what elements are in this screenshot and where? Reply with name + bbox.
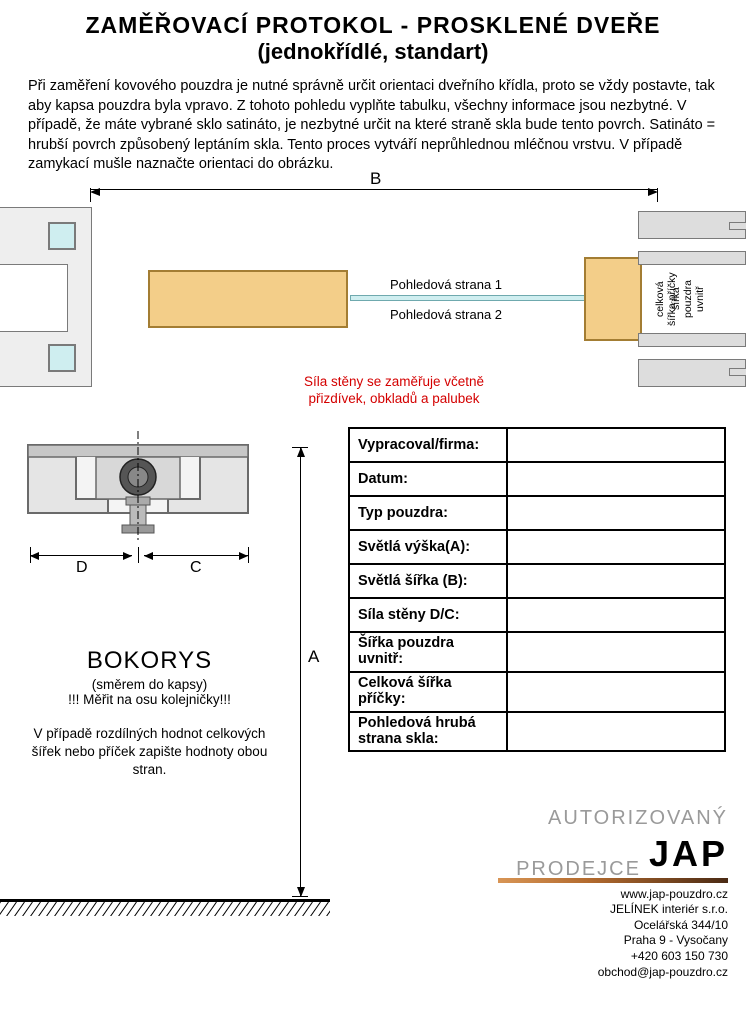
auth-line2: PRODEJCE bbox=[516, 856, 641, 882]
bokorys-sub1: (směrem do kapsy) bbox=[22, 677, 277, 692]
footer-web: www.jap-pouzdro.cz bbox=[498, 887, 728, 903]
side2-label: Pohledová strana 2 bbox=[390, 307, 502, 322]
table-row: Šířka pouzdra uvnitř: bbox=[349, 632, 725, 672]
dim-dc: D C bbox=[18, 547, 258, 575]
bokorys-block: BOKORYS (směrem do kapsy) !!! Měřit na o… bbox=[22, 647, 277, 780]
top-diagram: B Pohledová strana 1 Pohledová strana 2 … bbox=[0, 185, 746, 415]
footer-city: Praha 9 - Vysočany bbox=[498, 933, 728, 949]
auth-line1: AUTORIZOVANÝ bbox=[498, 805, 728, 831]
table-row: Síla stěny D/C: bbox=[349, 598, 725, 632]
dim-b-label: B bbox=[370, 169, 381, 189]
rail-profile bbox=[18, 427, 258, 545]
bokorys-para: V případě rozdílných hodnot celkových ší… bbox=[22, 725, 277, 780]
table-row: Světlá šířka (B): bbox=[349, 564, 725, 598]
form-table: Vypracoval/firma: Datum: Typ pouzdra: Sv… bbox=[348, 427, 726, 753]
side1-label: Pohledová strana 1 bbox=[390, 277, 502, 292]
table-row: Světlá výška(A): bbox=[349, 530, 725, 564]
wall-left-profile bbox=[0, 207, 92, 387]
dim-a: A bbox=[290, 447, 310, 897]
table-row: Celková šířka příčky: bbox=[349, 672, 725, 712]
vlabel-pouzdro: šířkapouzdra uvnitř bbox=[670, 267, 706, 331]
door-block bbox=[148, 270, 348, 328]
red-note: Síla stěny se zaměřuje včetněpřizdívek, … bbox=[264, 373, 524, 408]
footer-street: Ocelářská 344/10 bbox=[498, 918, 728, 934]
jap-logo: JAP bbox=[649, 831, 728, 882]
lower-section: D C A BOKORYS (směrem do kapsy) !!! Měři… bbox=[0, 427, 746, 987]
door-right-block bbox=[584, 257, 642, 341]
floor-hatch bbox=[0, 902, 330, 916]
footer-company: JELÍNEK interiér s.r.o. bbox=[498, 902, 728, 918]
footer-phone: +420 603 150 730 bbox=[498, 949, 728, 965]
bokorys-sub2: !!! Měřit na osu kolejničky!!! bbox=[22, 692, 277, 707]
glass-panel bbox=[350, 295, 586, 301]
footer-block: AUTORIZOVANÝ PRODEJCE JAP www.jap-pouzdr… bbox=[498, 805, 728, 980]
right-frame-profile: celkovášířka příčky šířkapouzdra uvnitř bbox=[638, 211, 746, 387]
page-subtitle: (jednokřídlé, standart) bbox=[0, 39, 746, 73]
table-row: Pohledová hrubá strana skla: bbox=[349, 712, 725, 752]
dim-b-line bbox=[90, 189, 658, 190]
table-row: Datum: bbox=[349, 462, 725, 496]
bokorys-heading: BOKORYS bbox=[22, 647, 277, 675]
table-row: Typ pouzdra: bbox=[349, 496, 725, 530]
table-row: Vypracoval/firma: bbox=[349, 428, 725, 462]
footer-email: obchod@jap-pouzdro.cz bbox=[498, 965, 728, 981]
page-title: ZAMĚŘOVACÍ PROTOKOL - PROSKLENÉ DVEŘE bbox=[0, 0, 746, 39]
